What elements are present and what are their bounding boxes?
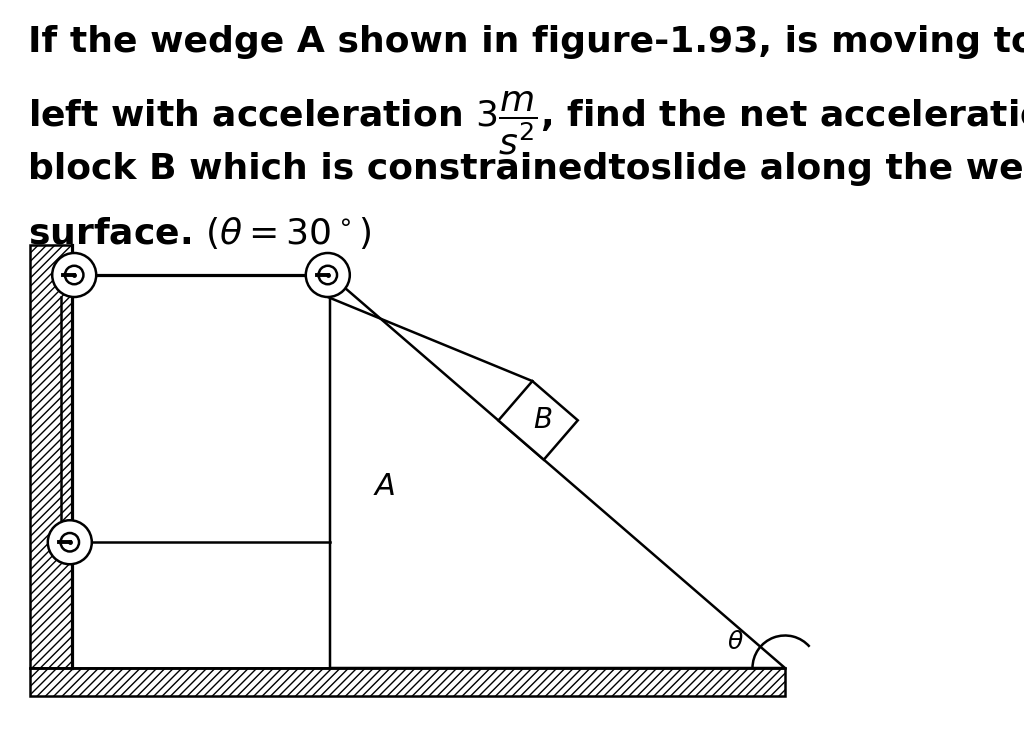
Circle shape [52, 253, 96, 297]
Circle shape [48, 520, 92, 564]
Polygon shape [30, 668, 785, 696]
Polygon shape [72, 275, 330, 668]
Circle shape [318, 266, 337, 284]
Text: B: B [534, 407, 553, 434]
Text: $\theta$: $\theta$ [727, 630, 743, 654]
Polygon shape [499, 381, 578, 460]
Circle shape [60, 533, 79, 551]
Text: A: A [375, 472, 395, 501]
Text: surface. $(\theta = 30^\circ)$: surface. $(\theta = 30^\circ)$ [28, 215, 372, 251]
Circle shape [306, 253, 350, 297]
Polygon shape [30, 245, 72, 668]
Polygon shape [330, 275, 785, 668]
Text: If the wedge A shown in figure-1.93, is moving toward: If the wedge A shown in figure-1.93, is … [28, 25, 1024, 59]
Text: block B which is constrainedtoslide along the wedge: block B which is constrainedtoslide alon… [28, 152, 1024, 186]
Circle shape [65, 266, 83, 284]
Text: left with acceleration $3\dfrac{m}{s^2}$, find the net acceleration of: left with acceleration $3\dfrac{m}{s^2}$… [28, 90, 1024, 158]
